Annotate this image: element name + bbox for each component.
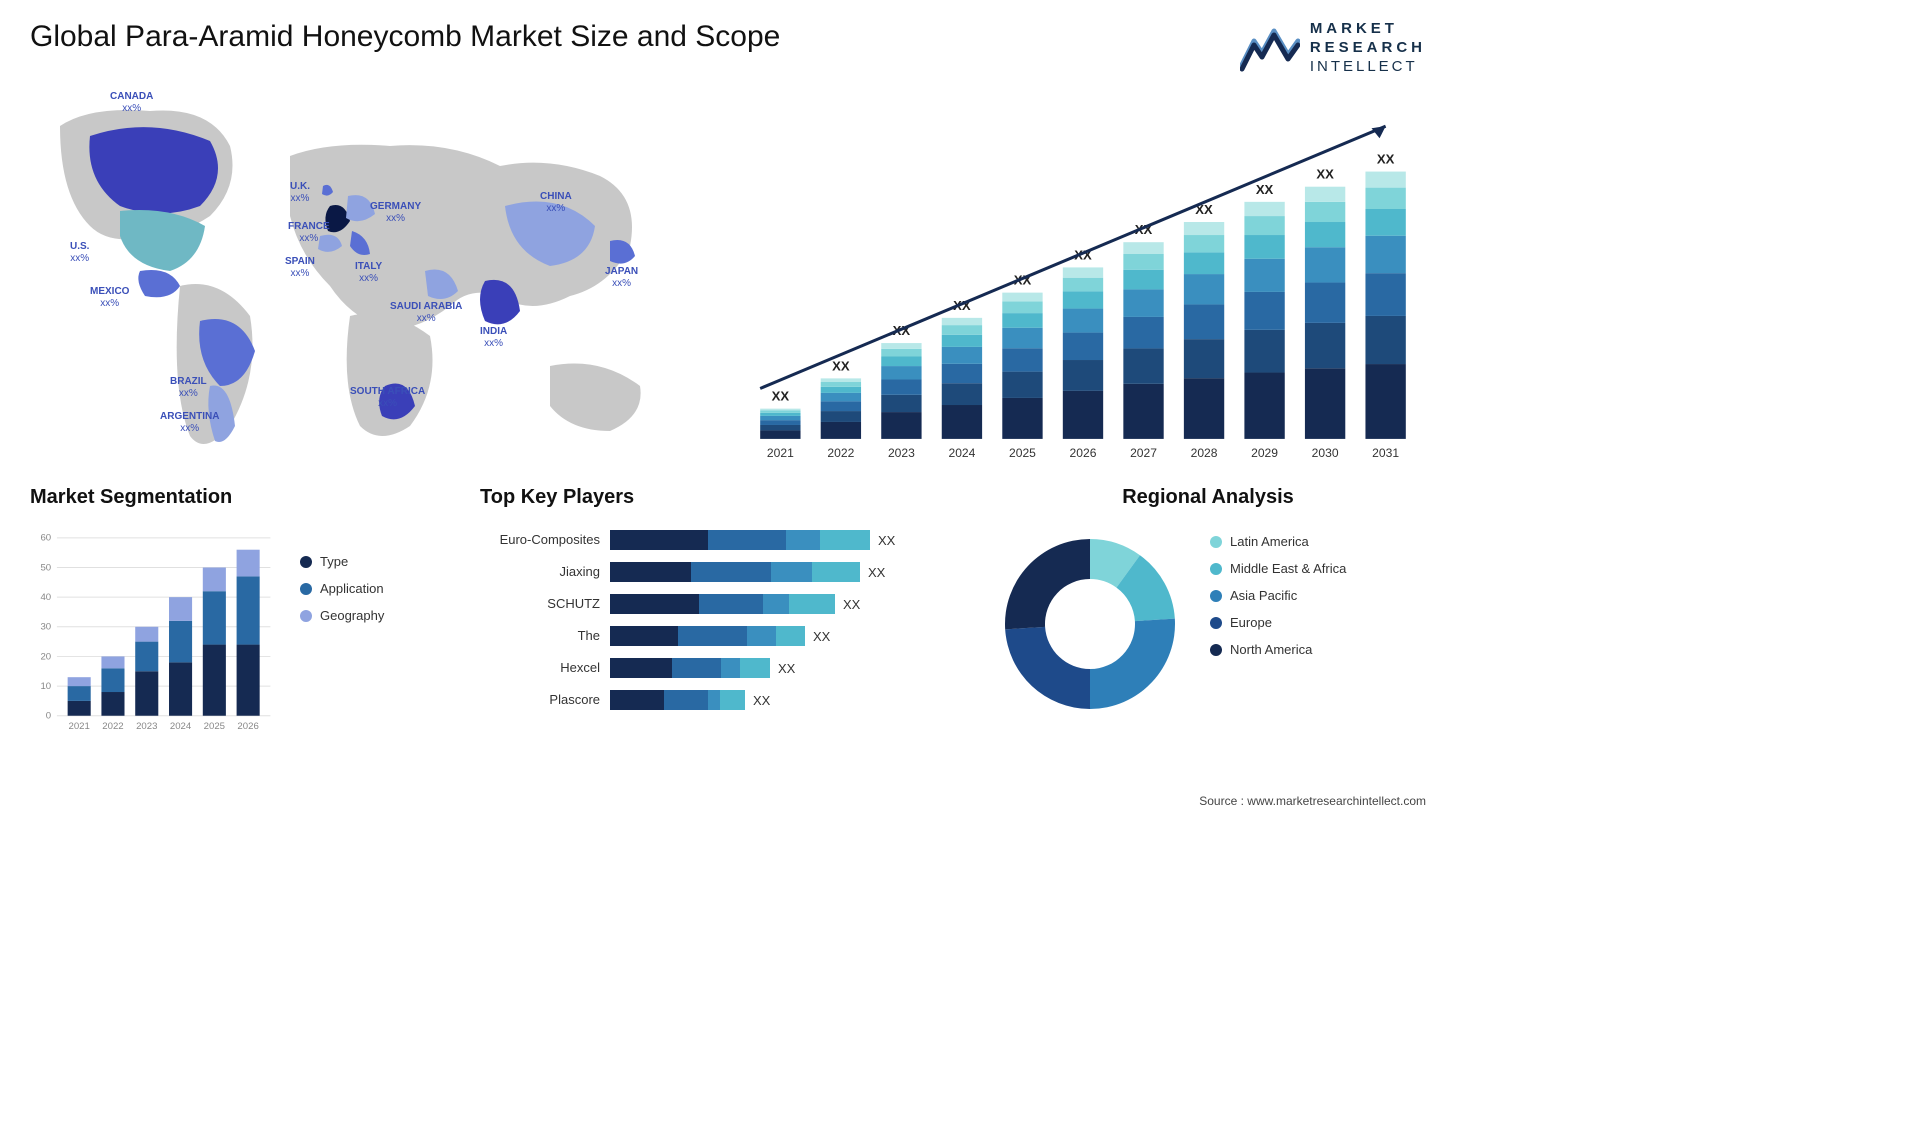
svg-text:20: 20	[40, 652, 51, 663]
segmentation-title: Market Segmentation	[30, 486, 450, 509]
player-bar-row: XX	[610, 620, 960, 652]
map-label-us: U.S.xx%	[70, 241, 89, 264]
map-label-mexico: MEXICOxx%	[90, 286, 129, 309]
key-players-panel: Top Key Players Euro-CompositesJiaxingSC…	[480, 486, 960, 744]
svg-text:0: 0	[46, 711, 51, 722]
svg-text:XX: XX	[832, 359, 850, 374]
segmentation-panel: Market Segmentation 0 10 20 30 40 50 60 2021 202…	[30, 486, 450, 744]
map-label-argentina: ARGENTINAxx%	[160, 411, 219, 434]
svg-text:XX: XX	[1316, 167, 1334, 182]
player-bar-row: XX	[610, 652, 960, 684]
regional-donut-chart	[990, 524, 1190, 724]
segmentation-legend: Type Application Geography	[300, 524, 450, 744]
svg-text:XX: XX	[772, 389, 790, 404]
seg-legend-application: Application	[300, 581, 450, 596]
svg-text:XX: XX	[1377, 152, 1395, 167]
map-label-germany: GERMANYxx%	[370, 201, 421, 224]
world-map-panel: CANADAxx% U.S.xx% MEXICOxx% BRAZILxx% ARGENT…	[30, 86, 710, 466]
svg-text:50: 50	[40, 563, 51, 574]
regional-legend-item: Middle East & Africa	[1210, 561, 1426, 576]
svg-text:30: 30	[40, 622, 51, 633]
player-label: Jiaxing	[480, 556, 600, 588]
svg-text:2024: 2024	[170, 721, 192, 732]
svg-text:2029: 2029	[1251, 446, 1278, 460]
map-label-brazil: BRAZILxx%	[170, 376, 207, 399]
svg-text:2021: 2021	[767, 446, 794, 460]
segmentation-bar-chart: 0 10 20 30 40 50 60 2021 2022 2023 2024 2025 2026	[30, 524, 280, 744]
svg-text:2028: 2028	[1191, 446, 1218, 460]
svg-text:2024: 2024	[948, 446, 975, 460]
svg-text:2026: 2026	[237, 721, 258, 732]
svg-text:2030: 2030	[1312, 446, 1339, 460]
regional-title: Regional Analysis	[990, 486, 1426, 509]
svg-text:2023: 2023	[888, 446, 915, 460]
map-label-canada: CANADAxx%	[110, 91, 153, 114]
player-label: Hexcel	[480, 652, 600, 684]
svg-text:2025: 2025	[1009, 446, 1036, 460]
map-label-southafrica: SOUTH AFRICAxx%	[350, 386, 425, 409]
player-label: SCHUTZ	[480, 588, 600, 620]
seg-legend-geography: Geography	[300, 608, 450, 623]
map-label-france: FRANCExx%	[288, 221, 330, 244]
brand-logo: MARKET RESEARCH INTELLECT	[1240, 20, 1426, 76]
logo-line1: MARKET	[1310, 20, 1426, 39]
regional-legend: Latin America Middle East & Africa Asia Pa…	[1210, 524, 1426, 724]
player-label: Euro-Composites	[480, 524, 600, 556]
regional-legend-item: Europe	[1210, 615, 1426, 630]
player-bar-row: XX	[610, 684, 960, 716]
growth-chart-panel: XXXXXXXXXXXXXXXXXXXXXX 20212022202320242…	[740, 86, 1426, 466]
svg-text:2027: 2027	[1130, 446, 1157, 460]
svg-text:2021: 2021	[68, 721, 89, 732]
svg-text:2022: 2022	[102, 721, 123, 732]
map-label-japan: JAPANxx%	[605, 266, 638, 289]
logo-icon	[1240, 23, 1300, 73]
growth-bar-chart: XXXXXXXXXXXXXXXXXXXXXX 20212022202320242…	[740, 106, 1426, 469]
svg-text:60: 60	[40, 533, 51, 544]
player-bar-row: XX	[610, 556, 960, 588]
regional-panel: Regional Analysis Latin America Middle Ea…	[990, 486, 1426, 744]
regional-legend-item: Asia Pacific	[1210, 588, 1426, 603]
players-labels: Euro-CompositesJiaxingSCHUTZTheHexcelPla…	[480, 524, 610, 716]
svg-text:2025: 2025	[204, 721, 225, 732]
player-bar-row: XX	[610, 588, 960, 620]
players-bars: XXXXXXXXXXXX	[610, 524, 960, 716]
logo-line3: INTELLECT	[1310, 58, 1426, 77]
seg-legend-type: Type	[300, 554, 450, 569]
player-label: Plascore	[480, 684, 600, 716]
player-label: The	[480, 620, 600, 652]
regional-legend-item: North America	[1210, 642, 1426, 657]
svg-text:10: 10	[40, 681, 51, 692]
svg-text:2023: 2023	[136, 721, 157, 732]
svg-text:40: 40	[40, 592, 51, 603]
map-label-saudiarabia: SAUDI ARABIAxx%	[390, 301, 462, 324]
svg-text:XX: XX	[1256, 182, 1274, 197]
player-bar-row: XX	[610, 524, 960, 556]
map-label-italy: ITALYxx%	[355, 261, 382, 284]
map-label-spain: SPAINxx%	[285, 256, 315, 279]
source-attribution: Source : www.marketresearchintellect.com	[1199, 794, 1426, 808]
map-label-india: INDIAxx%	[480, 326, 507, 349]
regional-legend-item: Latin America	[1210, 534, 1426, 549]
page-title: Global Para-Aramid Honeycomb Market Size…	[30, 20, 780, 54]
logo-line2: RESEARCH	[1310, 39, 1426, 58]
key-players-title: Top Key Players	[480, 486, 960, 509]
svg-text:2026: 2026	[1070, 446, 1097, 460]
svg-text:2031: 2031	[1372, 446, 1399, 460]
map-label-uk: U.K.xx%	[290, 181, 310, 204]
svg-text:2022: 2022	[827, 446, 854, 460]
map-label-china: CHINAxx%	[540, 191, 572, 214]
